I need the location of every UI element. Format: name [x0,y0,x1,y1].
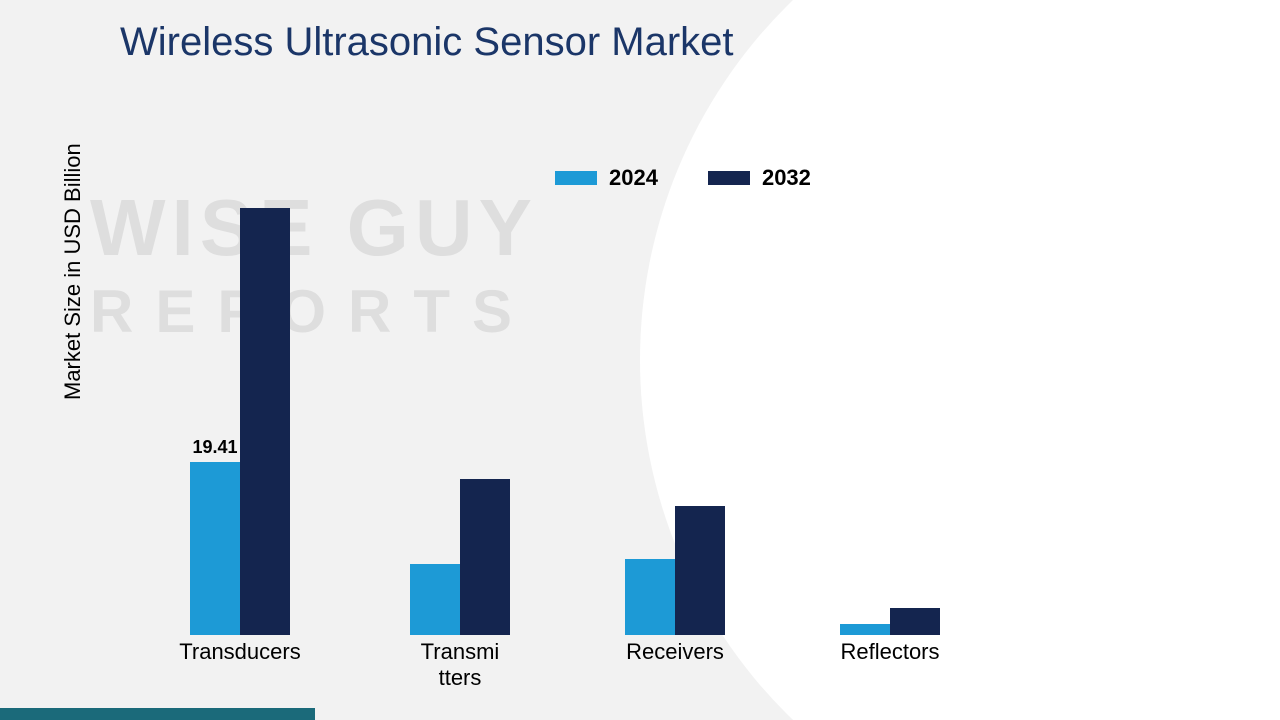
legend-label-2024: 2024 [609,165,658,191]
legend-swatch-2032 [708,171,750,185]
category-label: Reflectors [790,635,990,665]
bar [675,506,725,635]
chart-area: TransducersTransmi ttersReceiversReflect… [100,190,1000,635]
bar [840,624,890,635]
legend-swatch-2024 [555,171,597,185]
legend-item-2024: 2024 [555,165,658,191]
legend-label-2032: 2032 [762,165,811,191]
brand-line1: WISE GUY [1104,15,1260,47]
chart-title: Wireless Ultrasonic Sensor Market [120,20,734,65]
stage: Wireless Ultrasonic Sensor Market WISE G… [0,0,1280,720]
brand-logo: WISE GUY REPORTS [1104,15,1260,61]
bar [460,479,510,635]
bar [190,462,240,635]
y-axis-label: Market Size in USD Billion [60,143,86,400]
brand-line2: REPORTS [1104,45,1260,61]
data-label: 19.41 [165,437,265,458]
footer-accent [0,708,315,720]
bar-pair [840,608,940,635]
legend-item-2032: 2032 [708,165,811,191]
bar [240,208,290,635]
bar-pair [625,506,725,635]
category-label: Transmi tters [360,635,560,691]
bar [410,564,460,635]
bar-pair [410,479,510,635]
category-label: Transducers [140,635,340,665]
bar [890,608,940,635]
bar-pair [190,208,290,635]
category-label: Receivers [575,635,775,665]
legend: 2024 2032 [555,165,811,191]
bar [625,559,675,635]
